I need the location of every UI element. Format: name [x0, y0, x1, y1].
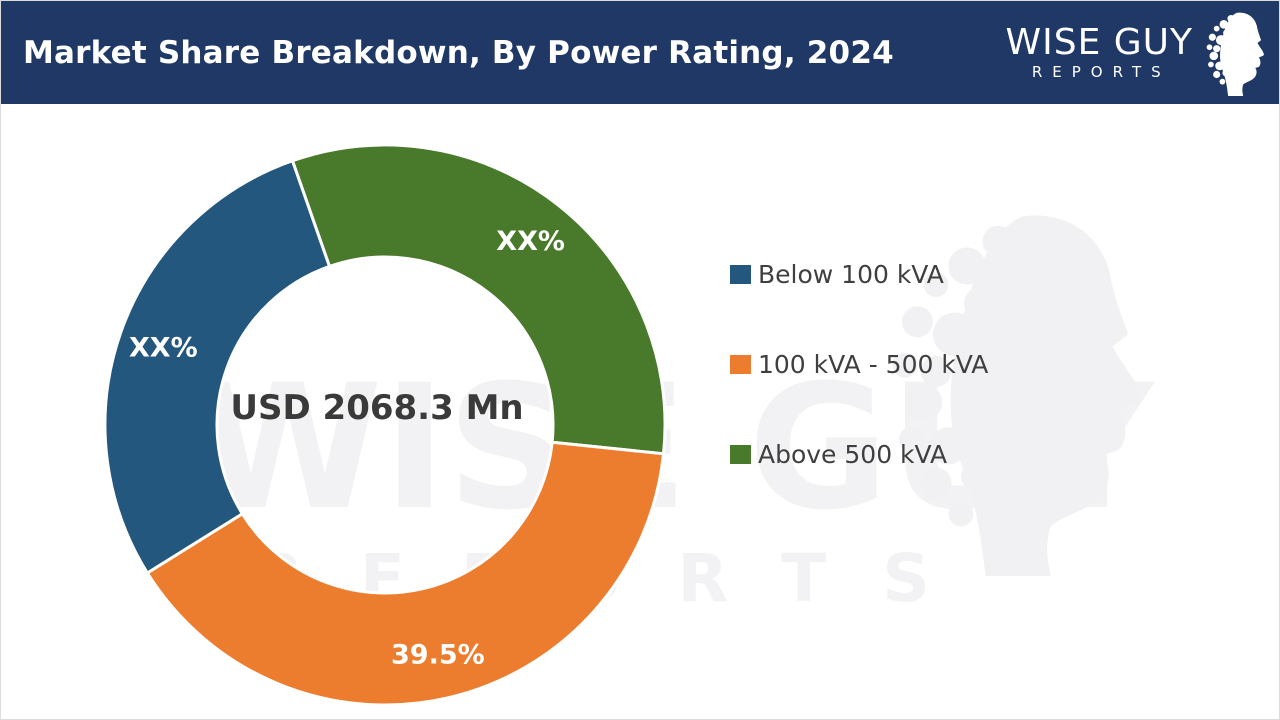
header-bar: Market Share Breakdown, By Power Rating,… [1, 1, 1279, 104]
legend-swatch-blue [730, 265, 751, 284]
legend-label: Below 100 kVA [758, 260, 944, 289]
legend-label: Above 500 kVA [758, 440, 948, 469]
slice-value-label: XX% [129, 332, 198, 363]
legend-item-above-500-kva: Above 500 kVA [730, 440, 947, 469]
logo-subtitle: REPORTS [1031, 63, 1171, 81]
legend-item-below-100-kva: Below 100 kVA [730, 260, 944, 289]
page-title: Market Share Breakdown, By Power Rating,… [23, 34, 894, 71]
donut-chart: XX% 39.5% XX% USD 2068.3 Mn [103, 143, 667, 707]
legend-label: 100 kVA - 500 kVA [758, 350, 989, 379]
slice-value-label: 39.5% [391, 639, 485, 670]
wiseguy-face-icon [1206, 12, 1264, 96]
slice-below-100-kva [103, 158, 332, 576]
donut-center-value: USD 2068.3 Mn [230, 388, 523, 428]
legend-item-100-500-kva: 100 kVA - 500 kVA [730, 350, 988, 379]
slice-above-500-kva [290, 143, 667, 456]
logo-wordmark: WISE GUY [1005, 22, 1193, 63]
slice-value-label: XX% [496, 226, 565, 257]
slice-100-kva-500-kva [145, 440, 666, 707]
legend-swatch-green [730, 445, 751, 464]
wiseguy-logo: WISE GUY REPORTS [1006, 10, 1270, 96]
legend-swatch-orange [730, 355, 751, 374]
chart-area: WISE GUY REPORTS XX%39.5%XX% USD 2068.3 … [1, 104, 1279, 719]
